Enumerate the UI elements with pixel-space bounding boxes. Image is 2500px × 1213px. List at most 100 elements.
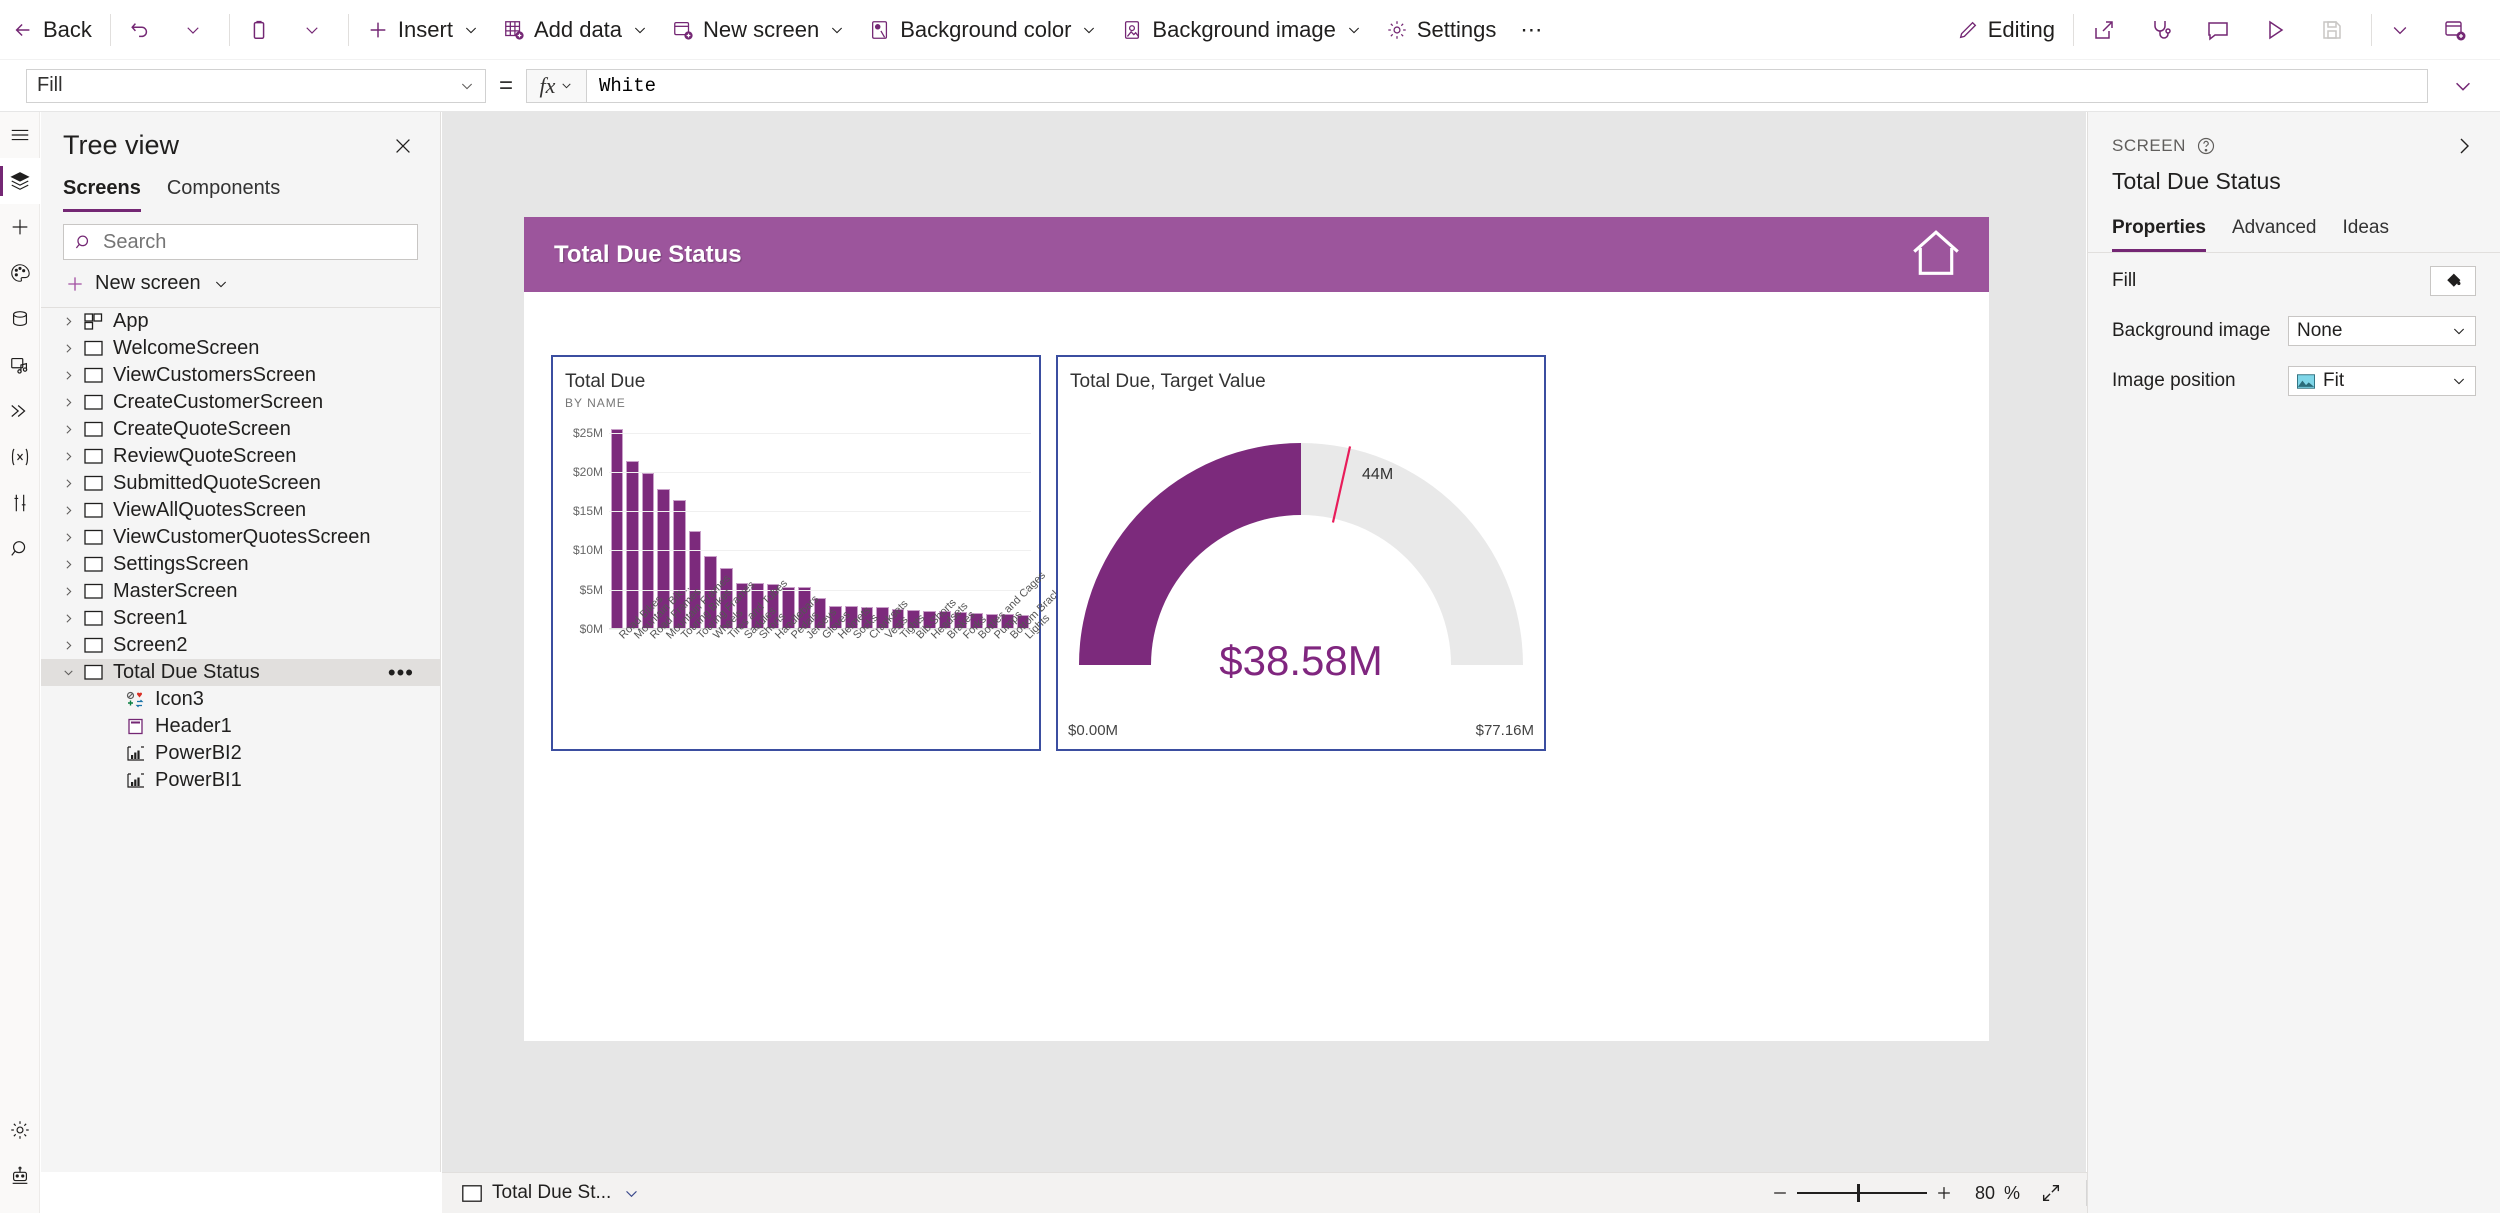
data-sources-icon[interactable] (0, 296, 40, 342)
undo-dropdown-button[interactable] (174, 8, 221, 52)
chevron-right-icon[interactable] (57, 612, 79, 625)
tab-ideas[interactable]: Ideas (2342, 217, 2389, 238)
tree-item-powerbi1[interactable]: PowerBI1 (41, 767, 440, 794)
zoom-in-button[interactable] (1927, 1176, 1961, 1210)
paste-button[interactable] (238, 8, 289, 52)
power-automate-icon[interactable] (0, 388, 40, 434)
settings-button[interactable]: Settings (1376, 8, 1507, 52)
chevron-right-icon[interactable] (57, 531, 79, 544)
chevron-right-icon[interactable] (57, 315, 79, 328)
new-screen-tree-button[interactable]: New screen (41, 260, 440, 307)
publish-button[interactable] (2433, 8, 2486, 52)
add-data-button[interactable]: Add data (493, 8, 658, 52)
app-canvas[interactable]: Total Due Status Total Due BY NAME $0M $5… (524, 217, 1989, 1041)
comments-button[interactable] (2196, 8, 2249, 52)
fit-to-screen-button[interactable] (2034, 1176, 2068, 1210)
tree-view-icon[interactable] (0, 158, 40, 204)
tree-item-icon3[interactable]: Icon3 (41, 686, 440, 713)
undo-icon (129, 19, 151, 41)
powerbi-tile-gauge[interactable]: Total Due, Target Value 44M $38.58M $0.0… (1056, 355, 1546, 751)
chevron-right-icon[interactable] (57, 396, 79, 409)
preview-button[interactable] (2253, 8, 2306, 52)
tree-item-masterscreen[interactable]: MasterScreen (41, 578, 440, 605)
search-icon[interactable] (0, 526, 40, 572)
background-image-dropdown[interactable]: None (2288, 316, 2476, 346)
tree-item-header1[interactable]: Header1 (41, 713, 440, 740)
status-screen-selector[interactable]: Total Due St... (462, 1182, 640, 1204)
undo-button[interactable] (119, 8, 170, 52)
chevron-right-icon[interactable] (57, 585, 79, 598)
tree-item-viewallquotesscreen[interactable]: ViewAllQuotesScreen (41, 497, 440, 524)
tree-item-total-due-status[interactable]: Total Due Status ••• (41, 659, 440, 686)
background-image-button[interactable]: Background image (1111, 8, 1371, 52)
tree-item-powerbi2[interactable]: PowerBI2 (41, 740, 440, 767)
tree-item-more-button[interactable]: ••• (387, 659, 414, 685)
chevron-right-icon[interactable] (57, 369, 79, 382)
properties-panel-headline: SCREEN (2088, 112, 2500, 158)
chevron-right-icon[interactable] (57, 504, 79, 517)
app-header-banner[interactable]: Total Due Status (524, 217, 1989, 292)
app-settings-gear-icon[interactable] (0, 1107, 40, 1153)
tree-item-createcustomerscreen[interactable]: CreateCustomerScreen (41, 389, 440, 416)
back-button[interactable]: Back (2, 8, 102, 52)
chevron-right-icon[interactable] (57, 558, 79, 571)
app-checker-button[interactable] (2139, 8, 2192, 52)
property-select[interactable]: Fill (26, 68, 486, 103)
zoom-slider-thumb[interactable] (1856, 1184, 1860, 1202)
formula-input[interactable]: White (586, 68, 2428, 103)
chevron-right-icon[interactable] (57, 477, 79, 490)
fx-button[interactable]: fx (526, 68, 586, 103)
tree-item-screen2[interactable]: Screen2 (41, 632, 440, 659)
new-screen-button[interactable]: New screen (662, 8, 855, 52)
formula-expand-button[interactable] (2438, 75, 2488, 97)
tab-components[interactable]: Components (166, 177, 281, 199)
chevron-right-icon[interactable] (57, 423, 79, 436)
tree-item-submittedquotescreen[interactable]: SubmittedQuoteScreen (41, 470, 440, 497)
editing-mode-button[interactable]: Editing (1947, 8, 2065, 52)
collapse-panel-icon[interactable] (2452, 134, 2476, 158)
background-color-button[interactable]: Background color (859, 8, 1107, 52)
insert-icon[interactable] (0, 204, 40, 250)
save-dropdown-button[interactable] (2380, 8, 2429, 52)
tree-item-viewcustomerquotesscreen[interactable]: ViewCustomerQuotesScreen (41, 524, 440, 551)
menu-hamburger-icon[interactable] (0, 112, 40, 158)
tree-item-reviewquotescreen[interactable]: ReviewQuoteScreen (41, 443, 440, 470)
powerbi-tile-bar-chart[interactable]: Total Due BY NAME $0M $5M $10M $15M $20M $25M… (551, 355, 1073, 751)
tree-view-divider (41, 307, 440, 308)
tab-screens[interactable]: Screens (63, 171, 141, 212)
tree-item-label: Icon3 (155, 688, 204, 710)
bar[interactable] (626, 460, 639, 629)
tree-item-app[interactable]: App (41, 308, 440, 335)
tab-properties[interactable]: Properties (2112, 213, 2206, 252)
chevron-right-icon[interactable] (57, 450, 79, 463)
home-icon[interactable] (1907, 225, 1965, 283)
media-icon[interactable] (0, 342, 40, 388)
tree-item-viewcustomersscreen[interactable]: ViewCustomersScreen (41, 362, 440, 389)
paste-dropdown-button[interactable] (293, 8, 340, 52)
variables-icon[interactable] (0, 434, 40, 480)
help-icon[interactable] (2196, 136, 2216, 156)
bar[interactable] (610, 428, 624, 629)
tree-item-createquotescreen[interactable]: CreateQuoteScreen (41, 416, 440, 443)
share-button[interactable] (2082, 8, 2135, 52)
more-commands-button[interactable]: ⋯ (1510, 8, 1552, 52)
zoom-out-button[interactable] (1763, 1176, 1797, 1210)
tree-item-welcomescreen[interactable]: WelcomeScreen (41, 335, 440, 362)
search-box[interactable] (63, 224, 418, 260)
tab-advanced[interactable]: Advanced (2231, 217, 2317, 238)
fill-color-button[interactable] (2430, 266, 2476, 296)
search-input[interactable] (103, 230, 407, 254)
chevron-right-icon[interactable] (57, 342, 79, 355)
image-position-dropdown[interactable]: Fit (2288, 366, 2476, 396)
tree-item-settingsscreen[interactable]: SettingsScreen (41, 551, 440, 578)
save-button[interactable] (2310, 8, 2363, 52)
experimental-tools-icon[interactable] (0, 480, 40, 526)
tree-item-screen1[interactable]: Screen1 (41, 605, 440, 632)
chevron-right-icon[interactable] (57, 639, 79, 652)
zoom-slider[interactable] (1796, 1176, 1927, 1210)
close-icon[interactable] (388, 131, 418, 161)
copilot-robot-icon[interactable] (0, 1153, 40, 1199)
theme-palette-icon[interactable] (0, 250, 40, 296)
chevron-down-icon[interactable] (57, 666, 79, 679)
insert-button[interactable]: Insert (357, 8, 489, 52)
